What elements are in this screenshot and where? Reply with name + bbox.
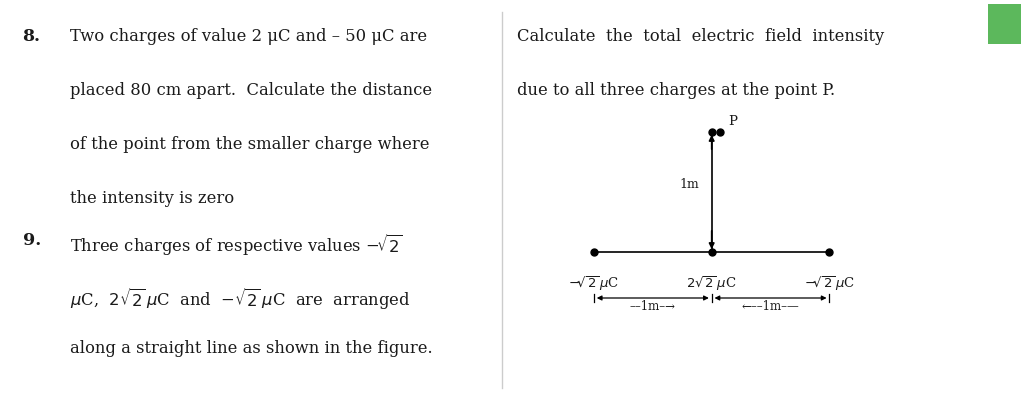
Point (712, 129, 728, 135)
Point (586, 249, 602, 255)
Text: 9.: 9. (23, 232, 41, 249)
Text: along a straight line as shown in the figure.: along a straight line as shown in the fi… (70, 340, 432, 357)
Text: placed 80 cm apart.  Calculate the distance: placed 80 cm apart. Calculate the distan… (70, 82, 432, 99)
Text: $-\!\sqrt{2}\,\mu$C: $-\!\sqrt{2}\,\mu$C (804, 274, 855, 293)
Text: ––1m–→: ––1m–→ (630, 300, 676, 313)
Point (703, 129, 720, 135)
Text: Calculate  the  total  electric  field  intensity: Calculate the total electric field inten… (517, 28, 885, 45)
Point (703, 249, 720, 255)
Text: Two charges of value 2 μC and – 50 μC are: Two charges of value 2 μC and – 50 μC ar… (70, 28, 427, 45)
Text: P: P (728, 115, 737, 128)
Text: due to all three charges at the point P.: due to all three charges at the point P. (517, 82, 836, 99)
Point (821, 249, 838, 255)
Text: 1m: 1m (680, 178, 699, 190)
Text: $-\!\sqrt{2}\,\mu$C: $-\!\sqrt{2}\,\mu$C (568, 274, 620, 293)
Text: the intensity is zero: the intensity is zero (70, 190, 233, 207)
Text: $2\sqrt{2}\,\mu$C: $2\sqrt{2}\,\mu$C (686, 274, 737, 293)
Text: $\mu$C,  $2\sqrt{2}\,\mu$C  and  $-\sqrt{2}\,\mu$C  are  arranged: $\mu$C, $2\sqrt{2}\,\mu$C and $-\sqrt{2}… (70, 286, 411, 312)
Text: 8.: 8. (23, 28, 41, 45)
Text: Three charges of respective values $-\!\sqrt{2}$: Three charges of respective values $-\!\… (70, 232, 402, 258)
FancyBboxPatch shape (988, 4, 1021, 44)
Text: ←––1m–—: ←––1m–— (741, 300, 800, 313)
Text: of the point from the smaller charge where: of the point from the smaller charge whe… (70, 136, 429, 153)
